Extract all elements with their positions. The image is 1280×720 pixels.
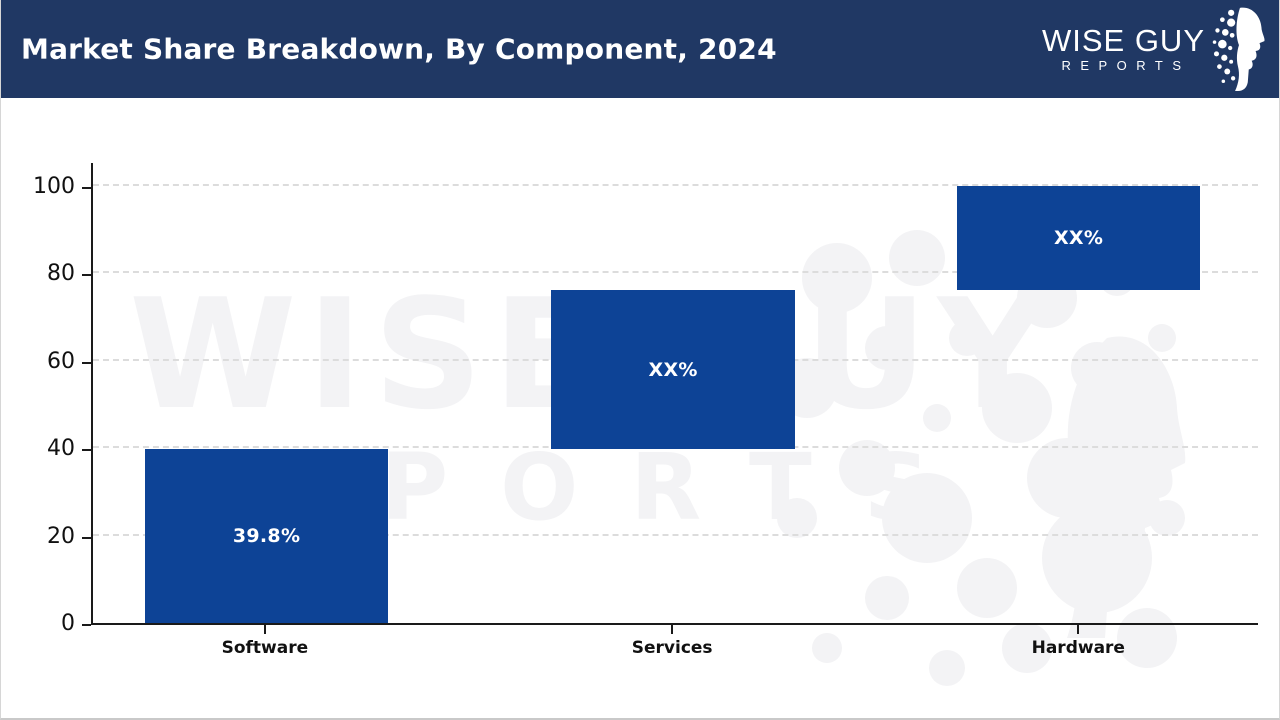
plot-area: 39.8% XX% XX% [91,163,1258,625]
logo-text-block: WISE GUY REPORTS [1041,22,1205,74]
y-tick-mark-60 [82,361,91,364]
logo-subtitle: REPORTS [1061,58,1191,74]
header-band: Market Share Breakdown, By Component, 20… [1,0,1279,98]
bar-hardware: XX% [956,185,1201,290]
brand-logo: WISE GUY REPORTS [1042,4,1267,94]
x-axis-label-hardware: Hardware [1031,638,1125,658]
y-tick-mark-20 [82,536,91,539]
y-tick-label-40: 40 [47,436,75,462]
y-tick-label-20: 20 [47,523,75,549]
logo-wordmark: WISE GUY [1041,22,1205,58]
y-tick-mark-100 [82,186,91,189]
gridline-80 [93,271,1258,274]
bar-value-label-services: XX% [648,358,698,381]
gridline-20 [93,533,1258,536]
logo-head-icon [1212,7,1265,92]
y-tick-label-80: 80 [47,261,75,287]
y-tick-label-0: 0 [61,611,75,636]
x-tick-mark-hardware [1077,625,1080,634]
bar-value-label-software: 39.8% [232,525,301,548]
x-axis-label-software: Software [221,638,309,658]
y-tick-mark-40 [82,449,91,452]
page-title: Market Share Breakdown, By Component, 20… [21,32,777,66]
y-tick-mark-0 [82,624,91,626]
bar-services: XX% [551,289,795,450]
gridline-100 [93,183,1258,186]
bar-value-label-hardware: XX% [1053,226,1104,249]
x-tick-mark-services [671,625,674,634]
y-tick-label-100: 100 [33,173,75,199]
y-tick-mark-80 [82,274,91,277]
chart-area: WISE GUY REPORTS 39.8% XX% XX% 0 20 40 60 80 10… [1,98,1279,718]
y-tick-label-60: 60 [47,348,75,374]
x-tick-mark-software [263,625,266,634]
bar-software: 39.8% [144,449,389,623]
x-axis-label-services: Services [631,638,713,658]
